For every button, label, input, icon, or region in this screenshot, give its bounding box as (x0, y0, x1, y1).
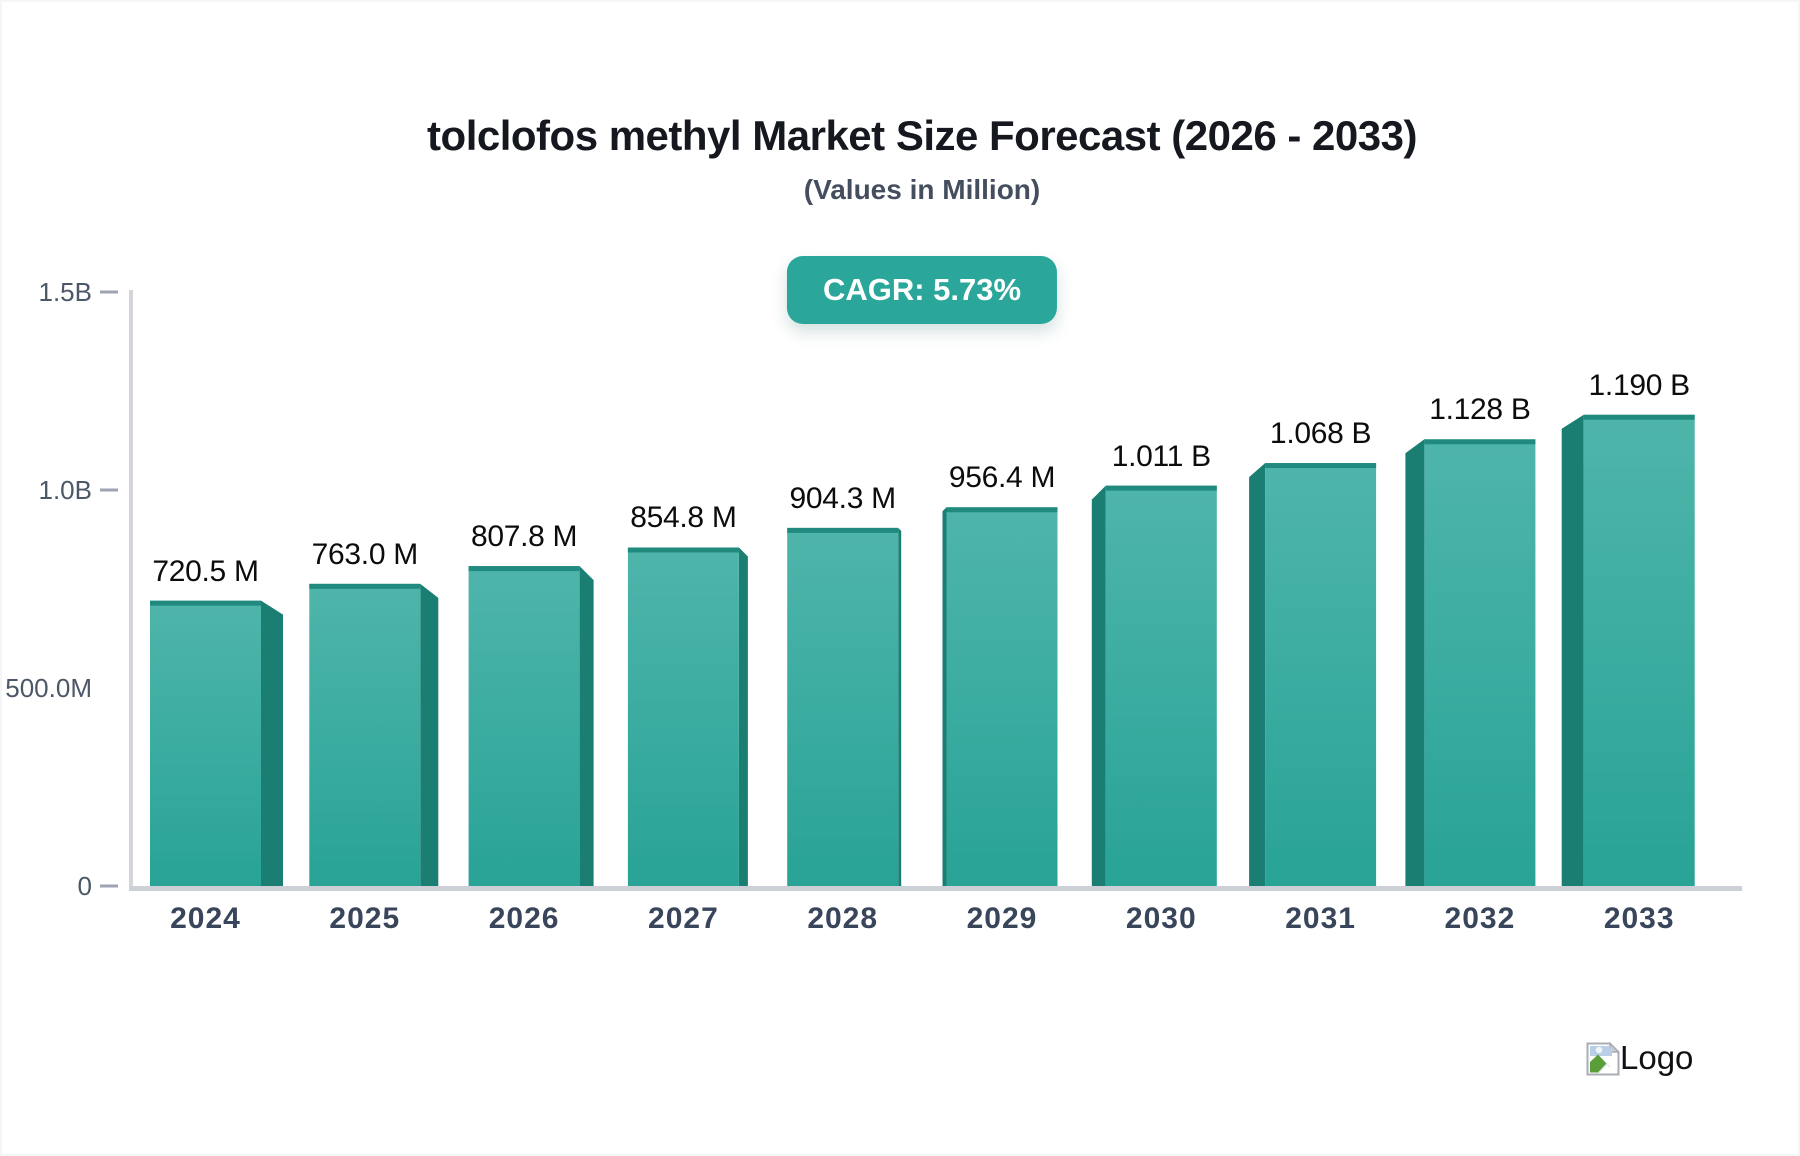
x-axis-label: 2032 (1444, 902, 1516, 935)
x-axis-label: 2033 (1603, 902, 1675, 935)
bar-value-label: 720.5 M (152, 554, 259, 588)
x-axis-label: 2029 (966, 902, 1038, 935)
y-axis-line (129, 290, 133, 891)
y-axis-label: 1.0B (38, 475, 93, 505)
y-axis-label: 500.0M (5, 673, 92, 703)
bar-value-label: 1.011 B (1111, 439, 1211, 473)
bar-value-label: 904.3 M (789, 481, 897, 515)
bar-2024[interactable] (150, 600, 283, 886)
bar-value-label: 807.8 M (470, 520, 578, 554)
chart-title: tolclofos methyl Market Size Forecast (2… (427, 112, 1417, 159)
bar-value-label: 956.4 M (948, 461, 1056, 495)
logo-alt-text: Logo (1620, 1039, 1694, 1076)
bar-2029[interactable] (942, 507, 1058, 886)
cagr-badge: CAGR: 5.73% (786, 256, 1058, 324)
x-axis-label: 2031 (1285, 902, 1356, 935)
x-axis-label: 2030 (1125, 902, 1197, 935)
bar-2030[interactable] (1091, 485, 1217, 886)
bar-value-label: 854.8 M (630, 501, 737, 535)
bar-value-label: 1.068 B (1269, 417, 1372, 451)
chart-subtitle: (Values in Million) (803, 174, 1041, 205)
bar-2026[interactable] (468, 566, 594, 886)
bar-value-label: 1.190 B (1588, 368, 1691, 402)
x-axis-label: 2028 (807, 902, 879, 935)
y-tick-dash (100, 884, 118, 888)
y-tick-dash (100, 488, 118, 492)
x-axis-label: 2027 (648, 902, 719, 935)
bar-value-label: 763.0 M (311, 537, 419, 571)
x-axis-label: 2024 (170, 902, 241, 935)
x-axis-baseline (129, 886, 1742, 891)
broken-image-icon (1586, 1042, 1620, 1076)
x-axis-label: 2025 (329, 902, 401, 935)
y-axis-label: 1.5B (38, 277, 93, 307)
bar-2031[interactable] (1249, 463, 1377, 886)
y-axis-label: 0 (77, 871, 92, 901)
logo: Logo (1586, 1040, 1693, 1076)
bar-2025[interactable] (309, 583, 439, 886)
bar-value-label: 1.128 B (1429, 393, 1531, 427)
bar-2028[interactable] (787, 527, 902, 886)
y-tick-dash (100, 290, 118, 294)
bar-2033[interactable] (1561, 414, 1695, 886)
bar-2027[interactable] (627, 547, 748, 886)
x-axis-label: 2026 (488, 902, 560, 935)
bar-2032[interactable] (1405, 439, 1536, 886)
